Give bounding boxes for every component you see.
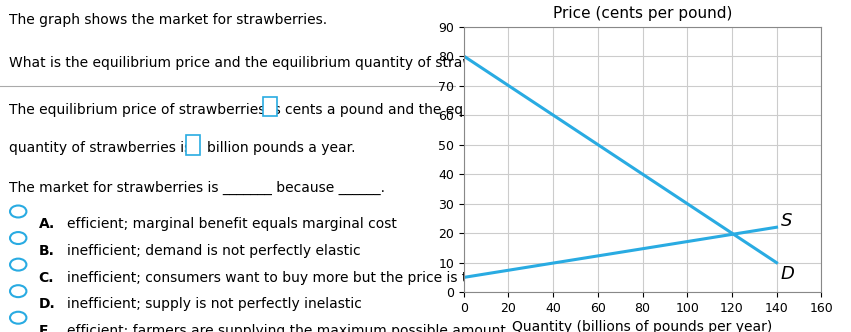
Text: efficient; farmers are supplying the maximum possible amount: efficient; farmers are supplying the max… [67, 324, 506, 332]
Text: efficient; marginal benefit equals marginal cost: efficient; marginal benefit equals margi… [67, 217, 397, 231]
Title: Price (cents per pound): Price (cents per pound) [553, 6, 732, 21]
Text: D: D [781, 266, 795, 284]
Text: What is the equilibrium price and the equilibrium quantity of strawberries?: What is the equilibrium price and the eq… [9, 56, 529, 70]
Text: inefficient; consumers want to buy more but the price is too high: inefficient; consumers want to buy more … [67, 271, 519, 285]
Text: D.: D. [38, 297, 55, 311]
Text: E.: E. [38, 324, 54, 332]
Text: S: S [781, 212, 792, 230]
Text: C.: C. [38, 271, 54, 285]
Text: billion pounds a year.: billion pounds a year. [207, 141, 356, 155]
Text: The market for strawberries is _______ because ______.: The market for strawberries is _______ b… [9, 181, 386, 195]
Text: B.: B. [38, 244, 54, 258]
Text: inefficient; supply is not perfectly inelastic: inefficient; supply is not perfectly ine… [67, 297, 363, 311]
Text: The equilibrium price of strawberries is: The equilibrium price of strawberries is [9, 103, 281, 117]
Text: A.: A. [38, 217, 55, 231]
Text: cents a pound and the equilibrium: cents a pound and the equilibrium [284, 103, 524, 117]
Text: quantity of strawberries is: quantity of strawberries is [9, 141, 191, 155]
X-axis label: Quantity (billions of pounds per year): Quantity (billions of pounds per year) [512, 320, 773, 332]
Text: inefficient; demand is not perfectly elastic: inefficient; demand is not perfectly ela… [67, 244, 361, 258]
Text: The graph shows the market for strawberries.: The graph shows the market for strawberr… [9, 13, 328, 27]
